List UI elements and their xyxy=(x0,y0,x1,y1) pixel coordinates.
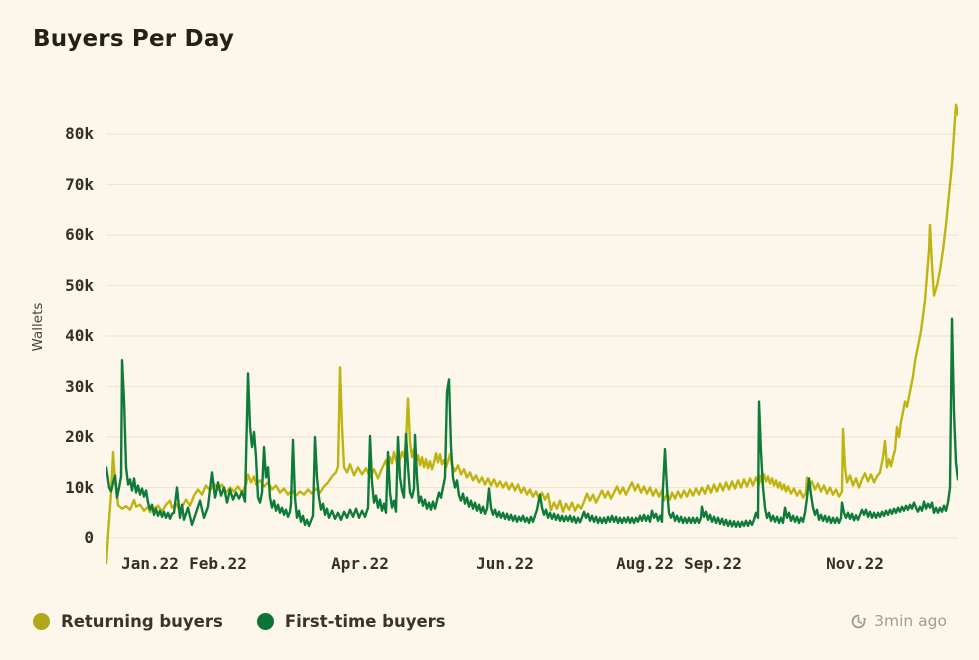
first-time-buyers-swatch xyxy=(256,612,274,630)
legend-label-first-time-buyers: First-time buyers xyxy=(284,611,446,631)
y-tick-label-0: 0 xyxy=(84,528,94,547)
returning-buyers-swatch xyxy=(33,612,50,630)
last-updated-text: 3min ago xyxy=(874,612,947,630)
plot-canvas[interactable] xyxy=(106,90,958,570)
x-tick-label-Jun.22: Jun.22 xyxy=(476,554,534,573)
y-tick-label-80k: 80k xyxy=(65,124,94,143)
x-tick-label-Feb.22: Feb.22 xyxy=(189,554,247,573)
y-tick-label-50k: 50k xyxy=(65,275,94,295)
series-line-first-time-buyers[interactable] xyxy=(106,317,958,529)
series-line-returning-buyers[interactable] xyxy=(106,103,958,565)
y-tick-label-70k: 70k xyxy=(65,174,94,194)
x-tick-label-Sep.22: Sep.22 xyxy=(684,554,742,573)
chart-title: Buyers Per Day xyxy=(33,26,235,52)
history-clock-icon xyxy=(851,614,867,628)
y-tick-label-30k: 30k xyxy=(65,376,94,396)
y-tick-label-10k: 10k xyxy=(65,477,94,497)
legend-label-returning-buyers: Returning buyers xyxy=(61,611,223,631)
legend-item-returning-buyers[interactable]: Returning buyers xyxy=(33,612,223,631)
last-updated: 3min ago xyxy=(850,612,947,630)
x-tick-label-Apr.22: Apr.22 xyxy=(331,554,389,573)
chart-footer: Returning buyers First-time buyers 3min … xyxy=(33,608,947,634)
x-tick-label-Jan.22: Jan.22 xyxy=(121,554,179,573)
y-tick-label-20k: 20k xyxy=(65,427,94,446)
legend-item-first-time-buyers[interactable]: First-time buyers xyxy=(256,611,446,631)
y-tick-label-60k: 60k xyxy=(65,225,94,244)
y-tick-label-40k: 40k xyxy=(65,326,94,345)
legend: Returning buyers First-time buyers xyxy=(33,612,446,631)
x-tick-label-Nov.22: Nov.22 xyxy=(826,554,884,573)
x-tick-label-Aug.22: Aug.22 xyxy=(616,554,674,573)
